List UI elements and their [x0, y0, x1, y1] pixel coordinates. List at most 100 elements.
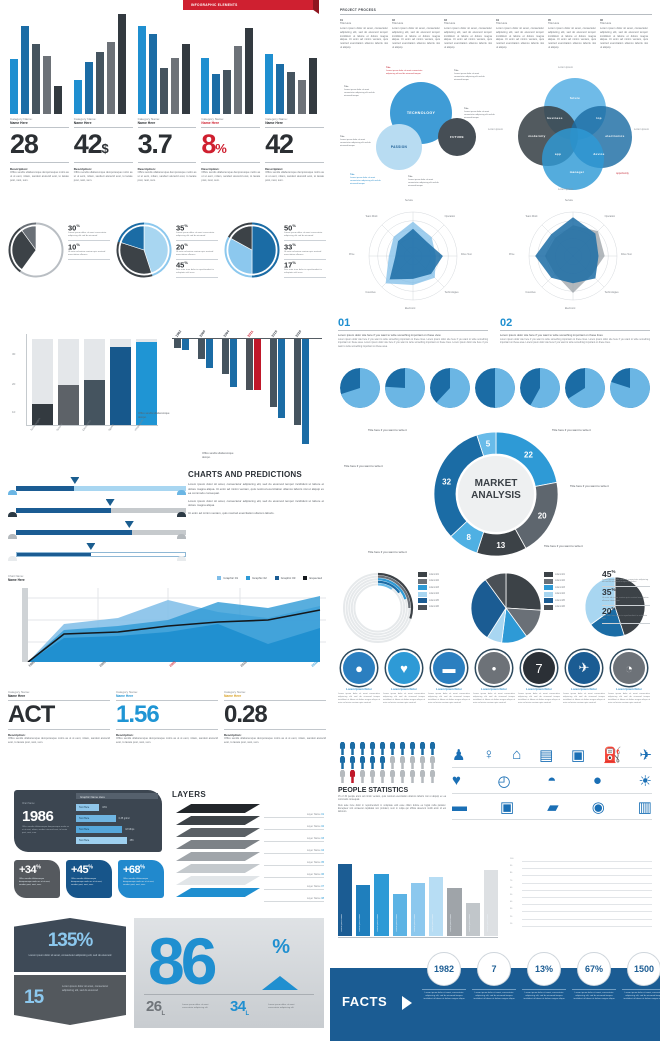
radar-axis-label: Price — [349, 253, 355, 256]
slider-track[interactable] — [16, 486, 186, 491]
person-icon — [419, 756, 426, 769]
person-icon — [359, 742, 366, 755]
pie-strip-item — [340, 368, 380, 408]
donut-legend-item: 33% Ut enim ad minim veniam quis nostrud… — [284, 242, 326, 260]
market-analysis-donut: 22 20 13 8 32 5 — [433, 431, 559, 557]
legend-label: column02 — [429, 580, 439, 582]
percent-badge-text: Officu sendis ullaberemque demporesque m… — [71, 878, 103, 886]
number-seven-icon[interactable]: 7 — [523, 652, 555, 684]
slider-track[interactable] — [16, 530, 186, 535]
percent-badge: +45% Officu sendis ullaberemque dempores… — [66, 860, 112, 898]
stacked-gridline — [522, 861, 652, 862]
globe-icon[interactable]: ◔ — [613, 652, 645, 684]
market-analysis-title: MARKET ANALYSIS — [471, 478, 521, 501]
icon-feature[interactable]: • Lorem Ipsum Dolor Lorem ipsum dolor si… — [473, 652, 515, 705]
kpi-value: 42$ — [73, 129, 109, 159]
project-process-block: PROJECT PROCESS 01 Title Here Lorem ipsu… — [340, 8, 652, 50]
process-head: Title Here — [392, 22, 404, 25]
slider-track[interactable] — [16, 552, 186, 557]
briefcase-icon[interactable]: ▬ — [433, 652, 465, 684]
layer-plate[interactable] — [176, 840, 260, 849]
fuel-pump-icon[interactable]: ⛽ — [602, 746, 622, 764]
ribbon-label: INFOGRAPHIC ELEMENTS — [191, 3, 238, 7]
prediction-slider[interactable] — [8, 521, 186, 544]
pie-legend-row: column05 — [544, 598, 590, 603]
prediction-slider[interactable] — [8, 477, 186, 500]
layer-plate[interactable] — [176, 828, 260, 837]
section-01-rule — [338, 330, 488, 331]
wifi-hand-icon[interactable]: ◉ — [591, 798, 605, 816]
tv-icon[interactable]: ▣ — [571, 746, 586, 764]
basket-icon[interactable]: ◓ — [547, 772, 557, 789]
sun-icon[interactable]: ☀ — [638, 772, 652, 790]
svg-text:22: 22 — [524, 451, 533, 460]
icon-feature[interactable]: ▬ Lorem Ipsum Dolor Lorem ipsum dolor si… — [428, 652, 470, 705]
water-drop-icon[interactable]: ● — [343, 652, 375, 684]
airplane-icon[interactable]: ✈ — [639, 746, 652, 764]
layer-plate[interactable] — [176, 852, 260, 861]
person-icon[interactable]: • — [478, 652, 510, 684]
icon-feature[interactable]: ◔ Lorem Ipsum Dolor Lorem ipsum dolor si… — [608, 652, 650, 705]
kpi-description-label: Description: — [265, 167, 284, 171]
layer-plate[interactable] — [176, 888, 260, 897]
bus-icon[interactable]: ▤ — [539, 746, 554, 764]
kpi-card: Category Name: Name Here 42 Description:… — [265, 14, 324, 182]
icon-feature[interactable]: 7 Lorem Ipsum Dolor Lorem ipsum dolor si… — [518, 652, 560, 705]
venn-circle-future: FUTURE — [438, 118, 476, 156]
layer-plate[interactable] — [176, 804, 260, 813]
fact-text: Lorem ipsum dolor sit amet, consectetur … — [523, 992, 565, 1001]
venn-callout-1: Title Lorem ipsum dolor sit amet consecte… — [386, 67, 423, 75]
act-name: Name Here — [224, 694, 242, 698]
camera-icon[interactable]: ▣ — [499, 798, 515, 816]
slider-track[interactable] — [16, 508, 186, 513]
kpi-description-text: Officu sendis ullaberemque demporesque m… — [10, 171, 69, 182]
layer-plate[interactable] — [176, 864, 260, 873]
train-icon[interactable]: ▥ — [637, 798, 652, 816]
man-icon[interactable]: ♟ — [452, 746, 466, 764]
facts-banner: FACTS 1982 Lorem ipsum dolor sit amet, c… — [330, 952, 660, 1041]
water-drop-icon[interactable]: ● — [592, 772, 602, 789]
heart-icon[interactable]: ♥ — [388, 652, 420, 684]
panel-86-right-text: Lorem ipsum dolor sit amet consectetur a… — [268, 1004, 295, 1009]
radar-axis-label: Technologies — [604, 291, 619, 295]
layers-stack — [176, 804, 262, 902]
slider-handle-icon[interactable] — [86, 543, 96, 550]
heart-icon[interactable]: ♥ — [452, 772, 461, 789]
prediction-slider[interactable] — [8, 543, 186, 566]
layer-plate[interactable] — [176, 816, 260, 825]
radar-axis-label: Electronic — [565, 307, 576, 310]
icon-feature[interactable]: ● Lorem Ipsum Dolor Lorem ipsum dolor si… — [338, 652, 380, 705]
charts-predictions-heading: CHARTS AND PREDICTIONS — [188, 470, 302, 479]
kpi-name: Name Here — [137, 121, 156, 125]
car-icon[interactable]: ▰ — [547, 798, 559, 816]
donut-legend-text: Lorem ipsum dolor sit amet consectetur a… — [284, 232, 323, 238]
woman-icon[interactable]: ♀ — [483, 746, 495, 763]
slider-handle-icon[interactable] — [105, 499, 115, 506]
timeline-year: 2015 — [270, 329, 279, 338]
icon-feature[interactable]: ✈ Lorem Ipsum Dolor Lorem ipsum dolor si… — [563, 652, 605, 705]
act-divider — [8, 700, 110, 701]
prediction-sliders[interactable] — [8, 477, 186, 566]
person-icon — [399, 770, 406, 783]
slider-handle-icon[interactable] — [124, 521, 134, 528]
kpi-value: 3.7 — [137, 129, 173, 159]
suitcase-icon[interactable]: ▬ — [452, 798, 467, 815]
bottom-bar-label: Lorem ipsum dolor — [377, 913, 380, 932]
legend-label: column04 — [555, 593, 565, 595]
clock-icon[interactable]: ◴ — [497, 772, 511, 790]
icon-feature[interactable]: ♥ Lorem Ipsum Dolor Lorem ipsum dolor si… — [383, 652, 425, 705]
slider-handle-icon[interactable] — [70, 477, 80, 484]
layer-plate[interactable] — [176, 876, 260, 885]
venn2-side-text-top: Lorem ipsum — [558, 66, 573, 69]
layer-label: Layer Name 06 — [264, 866, 324, 878]
prediction-slider[interactable] — [8, 499, 186, 522]
pie-stat-item: 45% Lorem ipsum dolor sit amet consectet… — [602, 569, 650, 588]
kpi-divider-2 — [73, 162, 133, 163]
airplane-icon[interactable]: ✈ — [568, 652, 600, 684]
pie-legend-row: column03 — [544, 585, 590, 590]
person-icon — [379, 742, 386, 755]
card86-bar-value: 43% — [102, 805, 107, 809]
timeline-bar-b — [182, 339, 189, 350]
donut-legend-item: 20% Ut enim ad minim veniam quis nostrud… — [176, 242, 218, 260]
house-icon[interactable]: ⌂ — [512, 746, 522, 763]
